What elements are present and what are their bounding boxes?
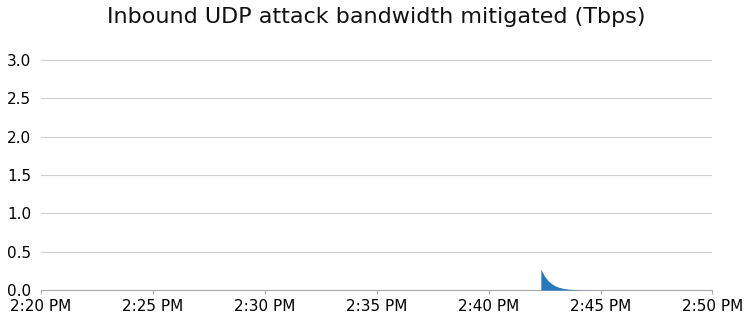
Title: Inbound UDP attack bandwidth mitigated (Tbps): Inbound UDP attack bandwidth mitigated (… xyxy=(107,7,646,27)
